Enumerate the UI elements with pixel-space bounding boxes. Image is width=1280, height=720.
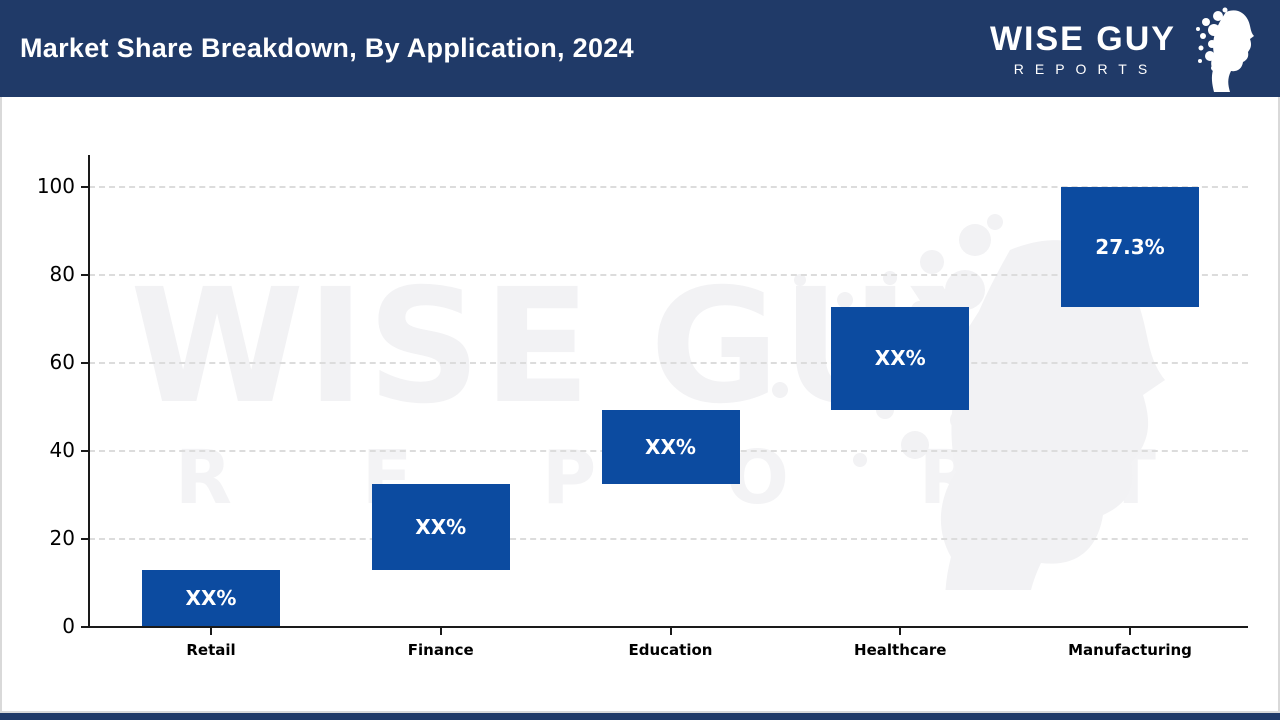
gridline-y100 (89, 186, 1248, 188)
bar-manufacturing-label: 27.3% (1095, 235, 1165, 260)
bar-finance-label: XX% (415, 514, 467, 539)
xtick-label-manufacturing-label: Manufacturing (1068, 641, 1192, 659)
xtick-label-finance-label: Finance (407, 641, 474, 659)
brand-logo: WISE GUY REPORTS (990, 0, 1254, 97)
bar-education-label: XX% (645, 434, 696, 459)
xtick-education (669, 627, 672, 635)
ytick-20 (81, 538, 89, 540)
bar-finance: XX% (371, 484, 510, 570)
xtick-label-retail-label: Retail (186, 641, 236, 659)
xtick-label-finance: Finance (341, 641, 541, 659)
brand-name: WISE GUY (989, 19, 1176, 58)
ytick-label-20-label: 20 (49, 526, 75, 550)
xtick-label-education-label: Education (628, 641, 713, 659)
header-bar: Market Share Breakdown, By Application, … (0, 0, 1280, 97)
ytick-label-80: 80 (15, 262, 75, 286)
ytick-label-40-label: 40 (49, 438, 75, 462)
bar-retail-label: XX% (185, 586, 237, 611)
ytick-label-100-label: 100 (36, 174, 75, 198)
ytick-label-40: 40 (15, 438, 75, 462)
bar-education: XX% (601, 409, 740, 484)
x-axis-line (88, 626, 1248, 628)
bar-healthcare: XX% (831, 307, 970, 410)
brand-logo-text: WISE GUY REPORTS (990, 22, 1176, 76)
xtick-manufacturing (1129, 627, 1131, 635)
bar-retail: XX% (142, 569, 280, 627)
footer-bar (0, 713, 1280, 720)
ytick-label-20: 20 (15, 526, 75, 550)
ytick-80 (81, 274, 89, 276)
ytick-100 (81, 186, 89, 188)
ytick-60 (81, 362, 89, 364)
gridline-y80 (89, 274, 1248, 276)
ytick-label-60: 60 (15, 350, 75, 374)
ytick-label-0: 0 (15, 614, 75, 638)
xtick-label-retail: Retail (111, 641, 311, 659)
ytick-label-60-label: 60 (49, 350, 75, 374)
brand-subtitle: REPORTS (1013, 60, 1159, 77)
y-axis-line (88, 155, 90, 628)
ytick-label-100: 100 (15, 174, 75, 198)
xtick-finance (439, 627, 442, 635)
bar-manufacturing: 27.3% (1061, 187, 1199, 308)
xtick-label-healthcare-label: Healthcare (854, 641, 947, 659)
bar-healthcare-label: XX% (874, 346, 926, 371)
xtick-retail (210, 627, 212, 635)
ytick-label-0-label: 0 (62, 614, 75, 638)
xtick-healthcare (899, 627, 902, 635)
ytick-label-80-label: 80 (49, 262, 75, 286)
xtick-label-education: Education (571, 641, 771, 659)
xtick-label-healthcare: Healthcare (800, 641, 1000, 659)
ytick-0 (81, 626, 89, 628)
xtick-label-manufacturing: Manufacturing (1030, 641, 1230, 659)
dotted-face-icon (1196, 7, 1254, 92)
ytick-40 (81, 450, 89, 452)
gridline-y60 (89, 362, 1248, 364)
page-title: Market Share Breakdown, By Application, … (20, 33, 634, 63)
gridline-y20 (89, 538, 1248, 540)
